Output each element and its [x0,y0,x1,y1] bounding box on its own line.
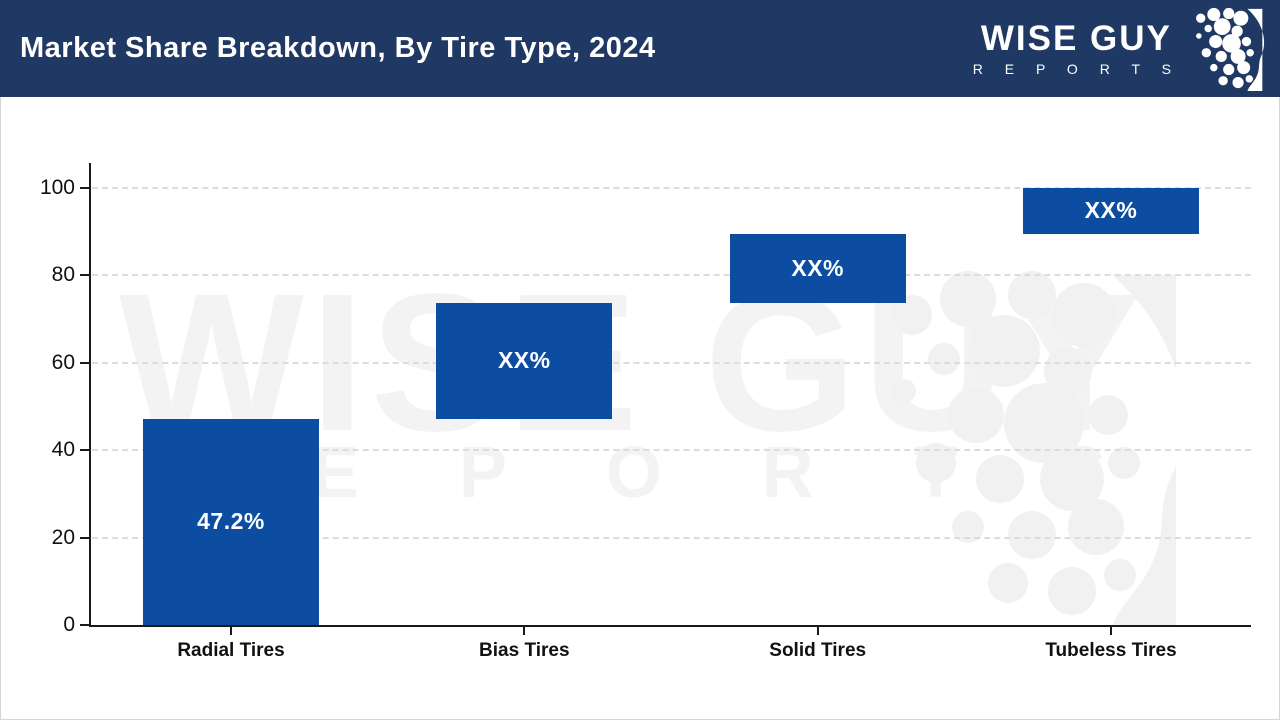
x-category-label: Tubeless Tires [1045,640,1177,661]
bar-value-label: XX% [791,255,844,282]
y-tick-label-0: 0 [63,613,75,636]
y-tick-label-80: 80 [51,263,75,286]
y-tick-label-60: 60 [51,350,75,374]
y-tick-100 [80,186,89,189]
y-tick-40 [80,449,89,451]
y-tick-60 [80,361,89,364]
page-title: Market Share Breakdown, By Tire Type, 20… [20,32,656,64]
wise-guy-reports-logo: WISE GUY R E P O R T S [973,6,1266,92]
gridline-60 [92,361,1251,364]
gridline-20 [92,536,1251,539]
gridline-100 [92,186,1251,189]
logo-brand-subtitle: R E P O R T S [972,61,1180,77]
x-category-label: Radial Tires [177,640,285,661]
y-tick-20 [80,536,89,539]
x-category-label: Bias Tires [479,640,570,661]
y-axis-line [89,163,91,627]
y-tick-label-20: 20 [51,525,75,549]
bar-value-label: XX% [1084,197,1138,224]
bar-value-label: XX% [497,347,551,374]
y-tick-0 [80,624,89,626]
y-tick-80 [80,274,89,276]
header-bar: Market Share Breakdown, By Tire Type, 20… [0,0,1280,97]
x-tick-0 [230,627,232,635]
bar-solid-tires: XX% [729,234,906,304]
y-tick-label-100: 100 [39,175,75,199]
bar-value-label: 47.2% [197,508,265,535]
bar-bias-tires: XX% [436,303,613,419]
x-tick-2 [816,627,819,635]
dotted-head-logo-icon [1196,7,1265,91]
gridline-40 [92,449,1251,451]
gridline-80 [92,274,1251,276]
watermark-dotted-head-icon [892,271,1176,627]
chart-canvas: WISE GUY R E P O R T S 0 20 40 60 80 100 47.2%… [0,97,1280,720]
x-axis-line [89,625,1251,627]
bar-radial-tires: 47.2% [143,418,319,625]
x-tick-3 [1110,627,1112,635]
logo-brand-name: WISE GUY [980,19,1172,58]
logo-text: WISE GUY R E P O R T S [973,20,1180,78]
x-category-label: Solid Tires [769,640,867,661]
x-tick-1 [523,627,526,635]
bar-tubeless-tires: XX% [1023,187,1199,235]
y-tick-label-40: 40 [51,438,75,461]
